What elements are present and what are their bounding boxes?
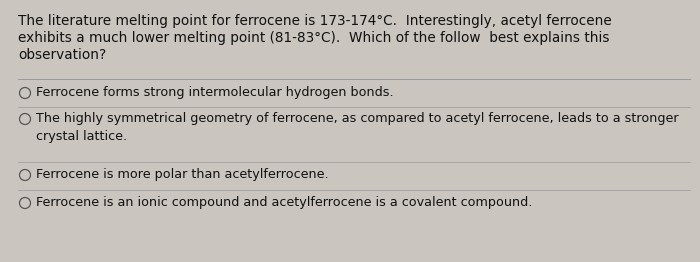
Text: observation?: observation?	[18, 48, 106, 62]
Text: Ferrocene forms strong intermolecular hydrogen bonds.: Ferrocene forms strong intermolecular hy…	[36, 86, 393, 99]
Text: Ferrocene is more polar than acetylferrocene.: Ferrocene is more polar than acetylferro…	[36, 168, 328, 181]
Text: The literature melting point for ferrocene is 173-174°C.  Interestingly, acetyl : The literature melting point for ferroce…	[18, 14, 612, 28]
Text: The highly symmetrical geometry of ferrocene, as compared to acetyl ferrocene, l: The highly symmetrical geometry of ferro…	[36, 112, 678, 143]
Text: Ferrocene is an ionic compound and acetylferrocene is a covalent compound.: Ferrocene is an ionic compound and acety…	[36, 196, 533, 209]
Text: exhibits a much lower melting point (81-83°C).  Which of the follow  best explai: exhibits a much lower melting point (81-…	[18, 31, 610, 45]
